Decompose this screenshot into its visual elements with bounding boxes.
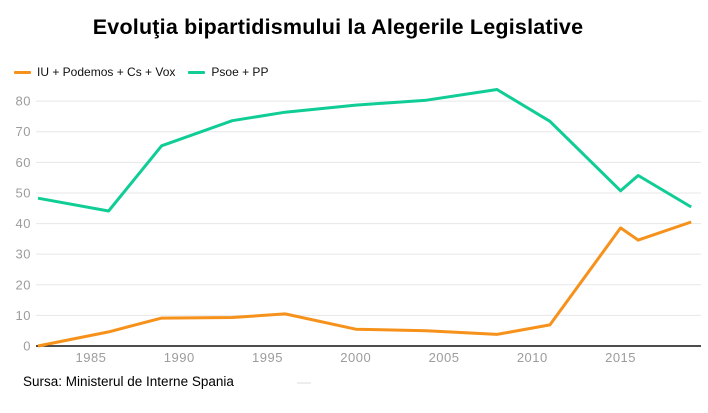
y-tick-label-60: 60 xyxy=(16,155,31,170)
y-tick-label-20: 20 xyxy=(16,277,31,292)
x-tick-label-2015: 2015 xyxy=(605,350,636,365)
y-tick-label-10: 10 xyxy=(16,308,31,323)
x-tick-label-1990: 1990 xyxy=(164,350,195,365)
x-tick-label-2000: 2000 xyxy=(340,350,371,365)
x-tick-label-2005: 2005 xyxy=(429,350,460,365)
y-tick-label-40: 40 xyxy=(16,216,31,231)
legend-item-psoe-pp[interactable]: Psoe + PP xyxy=(188,65,268,79)
legend-swatch-teal-icon xyxy=(188,70,206,74)
legend-item-iu-podemos-cs-vox[interactable]: IU + Podemos + Cs + Vox xyxy=(14,65,175,79)
y-tick-label-50: 50 xyxy=(16,185,31,200)
y-tick-label-80: 80 xyxy=(16,94,31,109)
chart-title: Evoluţia bipartidismului la Alegerile Le… xyxy=(92,15,584,39)
legend: IU + Podemos + Cs + Vox Psoe + PP xyxy=(14,65,268,79)
x-tick-label-2010: 2010 xyxy=(517,350,548,365)
y-tick-label-30: 30 xyxy=(16,247,31,262)
faint-dash-artifact xyxy=(297,382,311,384)
source-attribution: Sursa: Ministerul de Interne Spania xyxy=(23,374,234,389)
legend-label: IU + Podemos + Cs + Vox xyxy=(37,65,176,79)
legend-label: Psoe + PP xyxy=(211,65,269,79)
series-line-iu-podemos-cs-vox xyxy=(37,220,692,348)
series-line-psoe-pp xyxy=(37,88,692,213)
x-tick-label-1985: 1985 xyxy=(75,350,106,365)
x-tick-label-1995: 1995 xyxy=(252,350,283,365)
legend-swatch-orange-icon xyxy=(14,70,31,74)
y-tick-label-0: 0 xyxy=(23,339,31,354)
y-tick-label-70: 70 xyxy=(16,124,31,139)
